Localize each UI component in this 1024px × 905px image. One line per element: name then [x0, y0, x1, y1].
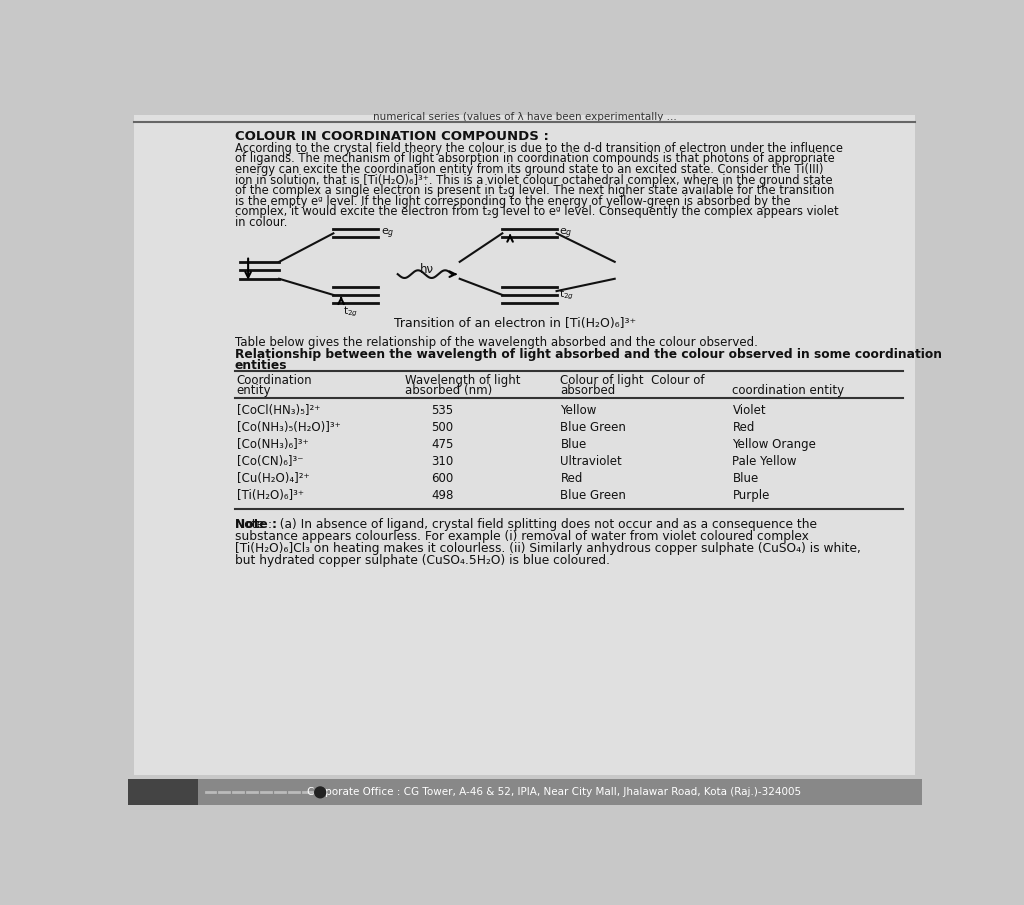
Text: hν: hν: [420, 263, 434, 276]
Text: Transition of an electron in [Ti(H₂O)₆]³⁺: Transition of an electron in [Ti(H₂O)₆]³…: [394, 317, 637, 329]
Text: Red: Red: [560, 472, 583, 485]
Text: [CoCl(HN₃)₅]²⁺: [CoCl(HN₃)₅]²⁺: [237, 405, 319, 417]
Text: numerical series (values of λ have been experimentally ...: numerical series (values of λ have been …: [373, 111, 677, 121]
Text: Yellow: Yellow: [560, 405, 597, 417]
Text: Purple: Purple: [732, 489, 770, 502]
Text: e$_g$: e$_g$: [559, 226, 572, 241]
Text: Corporate Office : CG Tower, A-46 & 52, IPIA, Near City Mall, Jhalawar Road, Kot: Corporate Office : CG Tower, A-46 & 52, …: [307, 787, 802, 797]
Text: 500: 500: [431, 421, 454, 434]
Text: Ultraviolet: Ultraviolet: [560, 455, 623, 468]
Text: [Co(CN)₆]³⁻: [Co(CN)₆]³⁻: [237, 455, 303, 468]
Circle shape: [314, 787, 326, 797]
Text: t$_{2g}$: t$_{2g}$: [559, 288, 574, 302]
Text: Blue: Blue: [560, 438, 587, 452]
Text: Red: Red: [732, 421, 755, 434]
Text: [Cu(H₂O)₄]²⁺: [Cu(H₂O)₄]²⁺: [237, 472, 309, 485]
Text: substance appears colourless. For example (i) removal of water from violet colou: substance appears colourless. For exampl…: [234, 530, 809, 543]
Text: 498: 498: [431, 489, 454, 502]
Text: Note :  (a) In absence of ligand, crystal field splitting does not occur and as : Note : (a) In absence of ligand, crystal…: [234, 519, 817, 531]
Text: 535: 535: [431, 405, 454, 417]
Text: absorbed: absorbed: [560, 385, 615, 397]
Text: of the complex a single electron is present in t₂g level. The next higher state : of the complex a single electron is pres…: [234, 185, 835, 197]
Text: t$_{2g}$: t$_{2g}$: [343, 304, 357, 319]
Text: Coordination: Coordination: [237, 375, 312, 387]
Text: [Co(NH₃)₆]³⁺: [Co(NH₃)₆]³⁺: [237, 438, 308, 452]
Text: Note :: Note :: [234, 519, 276, 531]
Text: Colour of light  Colour of: Colour of light Colour of: [560, 375, 705, 387]
Text: Relationship between the wavelength of light absorbed and the colour observed in: Relationship between the wavelength of l…: [234, 348, 942, 361]
Text: ion in solution, that is [Ti(H₂O)₆]³⁺. This is a violet colour octahedral comple: ion in solution, that is [Ti(H₂O)₆]³⁺. T…: [234, 174, 833, 186]
Text: but hydrated copper sulphate (CuSO₄.5H₂O) is blue coloured.: but hydrated copper sulphate (CuSO₄.5H₂O…: [234, 554, 610, 567]
Text: energy can excite the coordination entity from its ground state to an excited st: energy can excite the coordination entit…: [234, 163, 823, 176]
Text: Wavelength of light: Wavelength of light: [406, 375, 521, 387]
Text: in colour.: in colour.: [234, 216, 288, 229]
Text: [Ti(H₂O)₆]Cl₃ on heating makes it colourless. (ii) Similarly anhydrous copper su: [Ti(H₂O)₆]Cl₃ on heating makes it colour…: [234, 542, 861, 555]
Text: [Ti(H₂O)₆]³⁺: [Ti(H₂O)₆]³⁺: [237, 489, 303, 502]
Text: 600: 600: [431, 472, 454, 485]
Text: e$_g$: e$_g$: [381, 226, 394, 241]
Text: Violet: Violet: [732, 405, 766, 417]
Text: complex, it would excite the electron from t₂g level to eᵍ level. Consequently t: complex, it would excite the electron fr…: [234, 205, 839, 218]
Text: Table below gives the relationship of the wavelength absorbed and the colour obs: Table below gives the relationship of th…: [234, 336, 758, 348]
Text: entity: entity: [237, 385, 271, 397]
FancyBboxPatch shape: [128, 778, 198, 805]
Text: 475: 475: [431, 438, 454, 452]
Text: Blue Green: Blue Green: [560, 421, 627, 434]
Text: Blue Green: Blue Green: [560, 489, 627, 502]
Text: 310: 310: [431, 455, 454, 468]
Text: absorbed (nm): absorbed (nm): [406, 385, 493, 397]
Text: Blue: Blue: [732, 472, 759, 485]
Text: COLOUR IN COORDINATION COMPOUNDS :: COLOUR IN COORDINATION COMPOUNDS :: [234, 130, 549, 143]
Text: Pale Yellow: Pale Yellow: [732, 455, 797, 468]
Text: entities: entities: [234, 359, 288, 372]
Text: Yellow Orange: Yellow Orange: [732, 438, 816, 452]
FancyBboxPatch shape: [134, 115, 915, 776]
Text: is the empty eᵍ level. If the light corresponding to the energy of yellow-green : is the empty eᵍ level. If the light corr…: [234, 195, 791, 208]
FancyBboxPatch shape: [128, 778, 922, 805]
Text: According to the crystal field theory the colour is due to the d-d transition of: According to the crystal field theory th…: [234, 142, 843, 155]
Text: of ligands. The mechanism of light absorption in coordination compounds is that : of ligands. The mechanism of light absor…: [234, 152, 835, 166]
Text: [Co(NH₃)₅(H₂O)]³⁺: [Co(NH₃)₅(H₂O)]³⁺: [237, 421, 340, 434]
Text: coordination entity: coordination entity: [732, 385, 845, 397]
